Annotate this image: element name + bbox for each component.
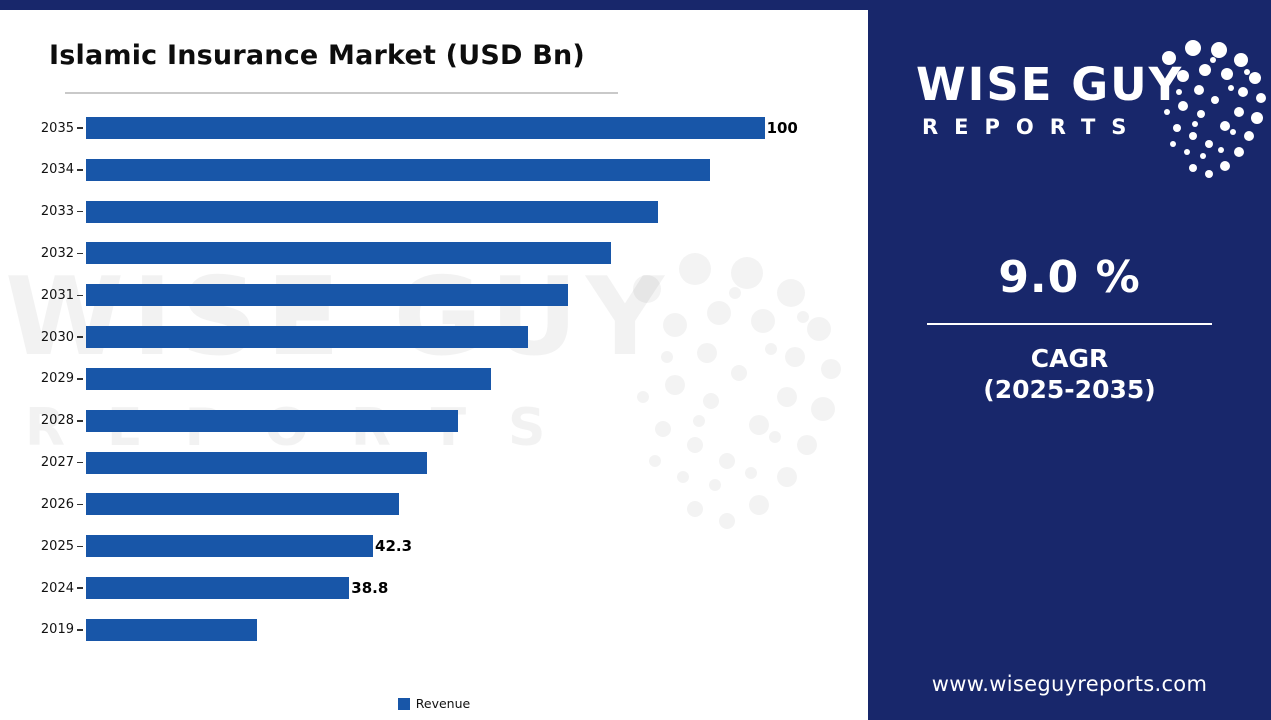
axis-tick [77,336,83,338]
revenue-bar [86,200,659,223]
bar-row: 2031 [28,283,846,307]
bar-row: 2028 [28,409,846,433]
y-axis-tick-label: 2026 [40,496,74,512]
y-axis-tick-label: 2033 [40,204,74,220]
bar-row: 2019 [28,618,846,642]
legend-label: Revenue [415,696,471,711]
bar-track [86,451,846,474]
title-underline [65,92,618,94]
revenue-bar [86,284,568,307]
bar-track [86,618,846,641]
chart-title: Islamic Insurance Market (USD Bn) [49,40,585,71]
y-axis-tick-label: 2031 [40,287,74,303]
top-accent-strip [0,0,868,10]
bar-track [86,158,846,181]
cagr-label: CAGR [1030,344,1109,373]
y-axis-tick-label: 2027 [40,455,74,471]
axis-tick [77,503,83,506]
revenue-bar [86,618,257,641]
website-url: www.wiseguyreports.com [931,672,1208,696]
cagr-divider [927,323,1212,325]
revenue-bar [86,535,374,558]
bar-row: 2030 [28,325,846,349]
revenue-bar [86,409,458,432]
brand-panel: WISE GUY REPORTS 9.0 % CAGR (2025-2035) … [868,0,1271,720]
axis-tick [77,210,83,213]
bar-row: 2029 [28,367,846,391]
cagr-block: 9.0 % CAGR (2025-2035) [868,252,1271,406]
bar-track [86,200,846,223]
bar-row: 2034 [28,158,846,182]
bar-value-label: 38.8 [351,579,389,598]
bar-row: 2024 38.8 [28,576,846,600]
revenue-bar [86,451,428,474]
brand-subtitle: REPORTS [922,115,1143,139]
axis-tick [77,294,83,297]
revenue-bar [86,158,710,181]
axis-tick [77,629,83,631]
axis-tick [77,461,83,464]
bar-track: 42.3 [86,535,846,558]
revenue-color-swatch [397,697,410,710]
brand-logo: WISE GUY REPORTS [898,40,1266,178]
axis-tick [77,587,83,589]
axis-tick [77,545,83,548]
bar-row: 2027 [28,451,846,475]
axis-tick [77,420,83,422]
bar-track [86,367,846,390]
axis-tick [77,252,83,255]
bar-row: 2033 [28,200,846,224]
bar-track: 100 [86,117,846,139]
y-axis-tick-label: 2034 [40,162,74,178]
bar-track [86,242,846,265]
bar-value-label: 100 [766,119,798,137]
y-axis-tick-label: 2035 [40,120,74,136]
bar-track [86,493,846,516]
chart-legend: Revenue [0,696,868,711]
bar-row: 2026 [28,492,846,516]
revenue-bar [86,117,765,139]
revenue-bar [86,326,528,349]
y-axis-tick-label: 2029 [40,371,74,387]
axis-tick [77,127,83,129]
cagr-value: 9.0 % [998,252,1141,303]
bar-row: 2025 42.3 [28,534,846,558]
revenue-bar [86,577,350,600]
axis-tick [77,169,83,171]
y-axis-tick-label: 2028 [40,413,74,429]
bar-track: 38.8 [86,577,846,600]
y-axis-tick-label: 2019 [40,622,74,638]
chart-rows: 2035 100 2034 2033 2032 2031 [28,116,846,642]
axis-tick [77,378,83,380]
bar-track [86,326,846,349]
bar-track [86,284,846,307]
bar-row: 2035 100 [28,116,846,140]
y-axis-tick-label: 2025 [40,538,74,554]
y-axis-tick-label: 2024 [40,580,74,596]
revenue-bar [86,242,611,265]
cagr-period: (2025-2035) [983,375,1156,405]
revenue-bar [86,367,492,390]
y-axis-tick-label: 2030 [40,329,74,345]
dotted-head-icon [1162,40,1266,178]
y-axis-tick-label: 2032 [40,245,74,261]
bar-row: 2032 [28,241,846,265]
bar-track [86,409,846,432]
chart-panel: Islamic Insurance Market (USD Bn) WISE G… [0,0,868,711]
bar-value-label: 42.3 [375,537,413,556]
brand-name: WISE GUY [916,58,1184,111]
revenue-bar [86,493,399,516]
